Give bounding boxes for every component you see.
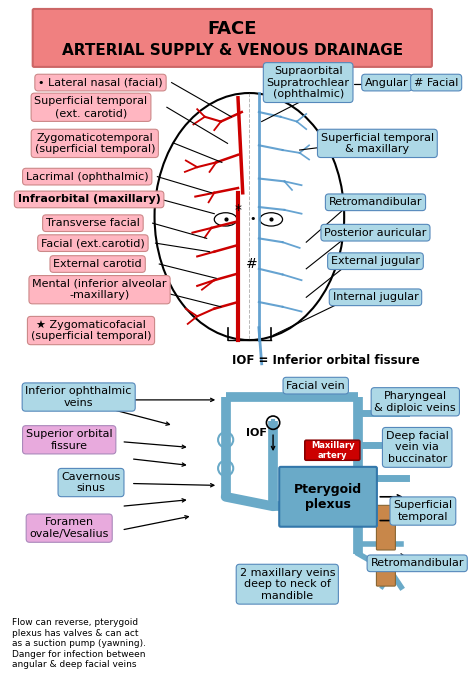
- Text: Zygomaticotemporal
(superficial temporal): Zygomaticotemporal (superficial temporal…: [35, 133, 155, 154]
- Text: Angular: Angular: [365, 78, 409, 87]
- Text: Lacrimal (ophthalmic): Lacrimal (ophthalmic): [26, 172, 148, 181]
- Text: Infraorbital (maxillary): Infraorbital (maxillary): [18, 194, 161, 204]
- Text: Retromandibular: Retromandibular: [371, 559, 464, 568]
- Text: Mental (inferior alveolar
-maxillary): Mental (inferior alveolar -maxillary): [32, 279, 167, 301]
- Text: • Lateral nasal (facial): • Lateral nasal (facial): [38, 78, 163, 87]
- Text: Retromandibular: Retromandibular: [329, 197, 422, 207]
- Text: #: #: [246, 257, 258, 271]
- Text: IOF = Inferior orbital fissure: IOF = Inferior orbital fissure: [232, 355, 420, 368]
- Text: Facial (ext.carotid): Facial (ext.carotid): [41, 238, 145, 248]
- Text: Superficial
temporal: Superficial temporal: [393, 500, 453, 522]
- Text: Pharyngeal
& diploic veins: Pharyngeal & diploic veins: [374, 391, 456, 412]
- Text: Superficial temporal
& maxillary: Superficial temporal & maxillary: [321, 133, 434, 154]
- Text: Maxillary
artery: Maxillary artery: [311, 441, 355, 460]
- Text: ARTERIAL SUPPLY & VENOUS DRAINAGE: ARTERIAL SUPPLY & VENOUS DRAINAGE: [62, 43, 403, 58]
- Text: FACE: FACE: [208, 20, 257, 39]
- Text: Foramen
ovale/Vesalius: Foramen ovale/Vesalius: [29, 517, 109, 539]
- Text: Superficial temporal
(ext. carotid): Superficial temporal (ext. carotid): [35, 97, 147, 118]
- Text: Flow can reverse, pterygoid
plexus has valves & can act
as a suction pump (yawni: Flow can reverse, pterygoid plexus has v…: [12, 618, 146, 669]
- Text: Transverse facial: Transverse facial: [46, 218, 140, 228]
- FancyBboxPatch shape: [376, 505, 395, 550]
- Text: # Facial: # Facial: [414, 78, 458, 87]
- FancyBboxPatch shape: [305, 440, 360, 460]
- Text: IOF: IOF: [246, 428, 266, 438]
- Text: Inferior ophthalmic
veins: Inferior ophthalmic veins: [26, 387, 132, 408]
- Text: *: *: [235, 203, 241, 217]
- Text: Internal jugular: Internal jugular: [333, 292, 419, 303]
- Text: External carotid: External carotid: [54, 259, 142, 269]
- Text: Supraorbital
Supratrochlear
(ophthalmic): Supraorbital Supratrochlear (ophthalmic): [267, 66, 350, 100]
- Text: Superior orbital
fissure: Superior orbital fissure: [26, 429, 112, 451]
- Text: Deep facial
vein via
buccinator: Deep facial vein via buccinator: [386, 431, 448, 464]
- Text: Facial vein: Facial vein: [286, 380, 345, 391]
- Text: 2 maxillary veins
deep to neck of
mandible: 2 maxillary veins deep to neck of mandib…: [239, 567, 335, 600]
- Text: Posterior auricular: Posterior auricular: [324, 227, 427, 238]
- Text: External jugular: External jugular: [331, 256, 420, 266]
- Text: Cavernous
sinus: Cavernous sinus: [62, 472, 121, 494]
- Text: ★ Zygomaticofacial
(superficial temporal): ★ Zygomaticofacial (superficial temporal…: [31, 320, 151, 341]
- FancyBboxPatch shape: [33, 9, 432, 67]
- FancyBboxPatch shape: [279, 467, 377, 527]
- FancyBboxPatch shape: [376, 558, 395, 586]
- Text: Pterygoid
plexus: Pterygoid plexus: [294, 483, 362, 511]
- Text: •: •: [249, 215, 255, 224]
